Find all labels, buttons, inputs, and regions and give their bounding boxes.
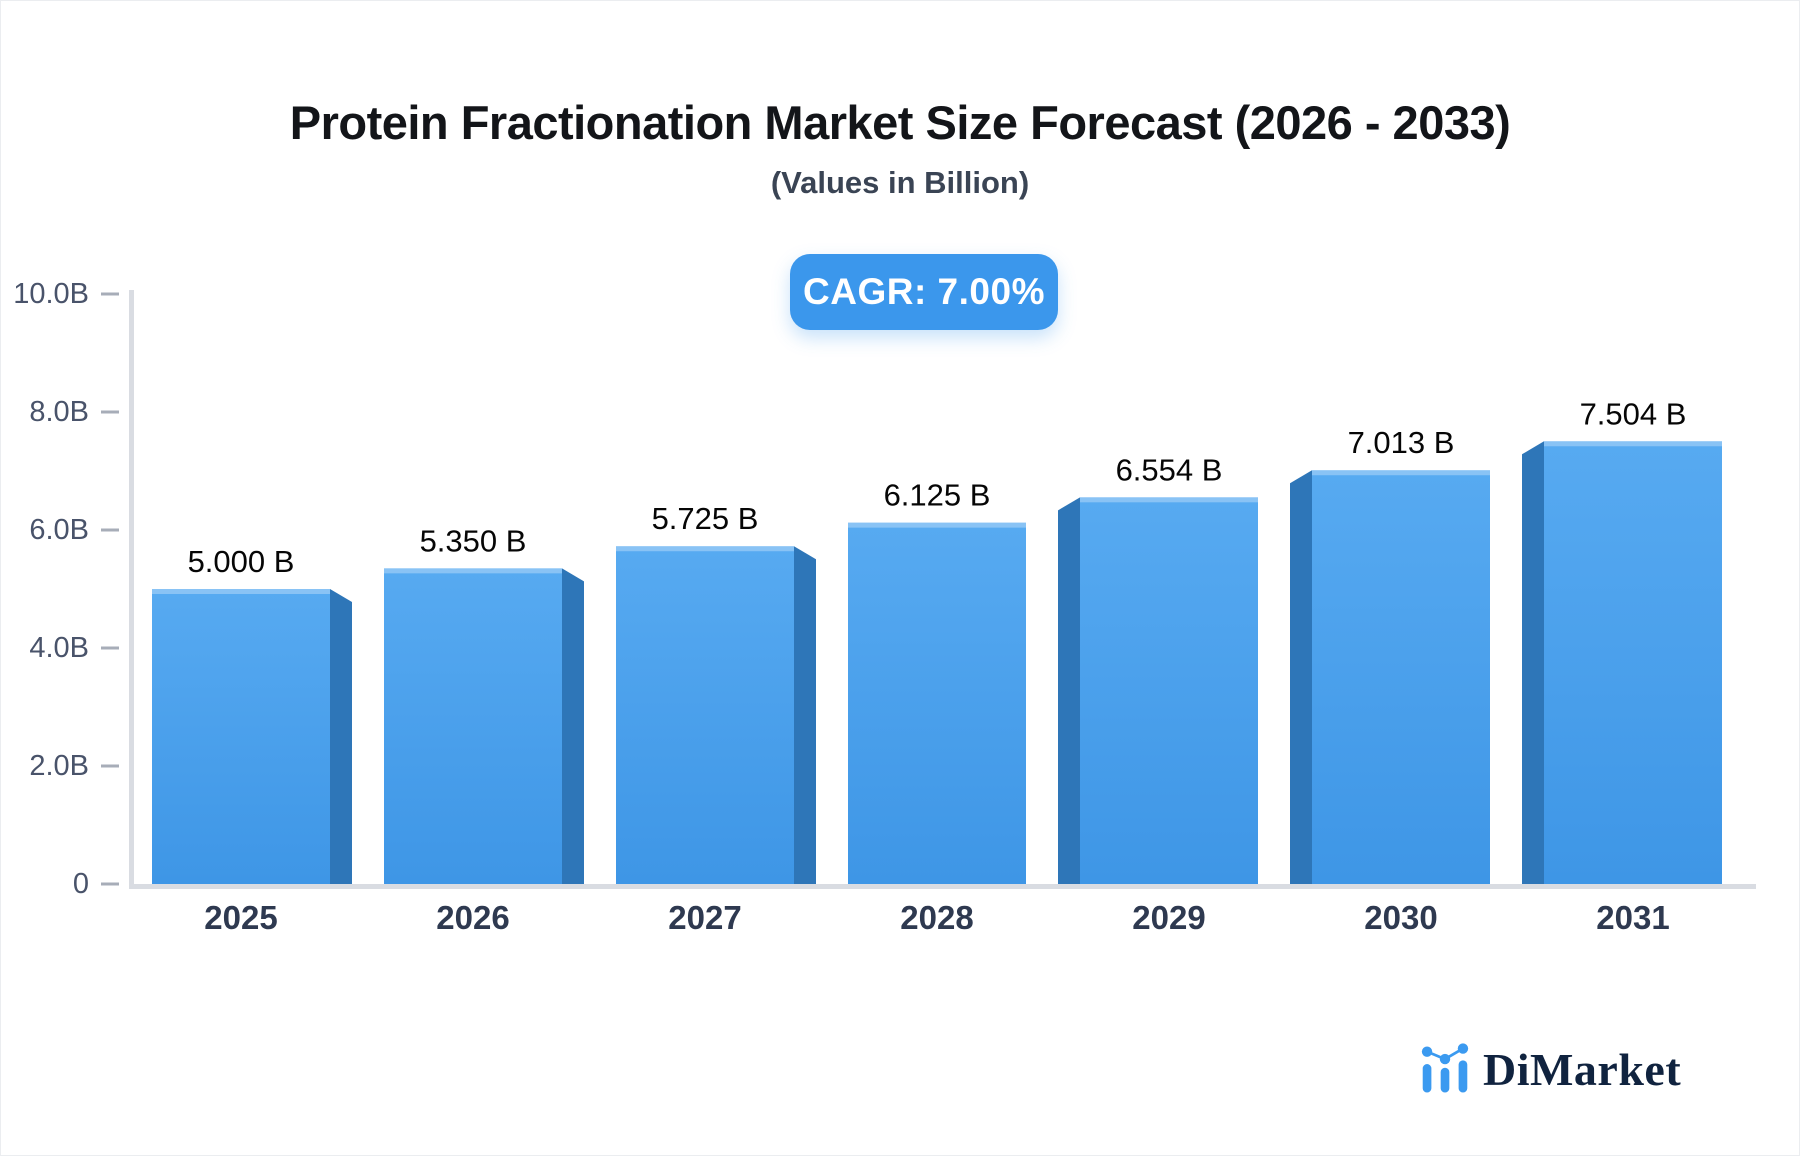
y-axis-tick-label: 10.0B: [13, 278, 89, 310]
y-axis-tick-label: 2.0B: [29, 750, 89, 782]
x-axis-label: 2026: [436, 899, 509, 936]
bar-top-highlight: [616, 546, 794, 552]
bar-side-face: [330, 589, 352, 884]
bar-face: [384, 568, 562, 884]
bar-chart: 10.0B 8.0B 6.0B 4.0B 2.0B 0 5.000 B 2025 5.350 B…: [13, 278, 1756, 936]
y-axis-tick: [101, 646, 119, 650]
bar-2028: 6.125 B 2028: [848, 478, 1026, 936]
bar-top-highlight: [1080, 497, 1258, 503]
chart-subtitle: (Values in Billion): [770, 165, 1030, 200]
x-axis-label: 2031: [1596, 899, 1669, 936]
bar-value-label: 5.725 B: [652, 501, 759, 536]
bar-value-label: 5.350 B: [420, 523, 527, 558]
y-axis-tick: [101, 528, 119, 532]
bar-top-highlight: [384, 568, 562, 574]
bar-top-highlight: [1544, 441, 1722, 447]
bar-2025: 5.000 B 2025: [152, 544, 352, 936]
bar-face: [616, 546, 794, 884]
chart-title: Protein Fractionation Market Size Foreca…: [289, 96, 1511, 149]
bar-side-face: [794, 546, 816, 884]
x-axis-label: 2030: [1364, 899, 1437, 936]
bar-2026: 5.350 B 2026: [384, 523, 584, 936]
bar-top-highlight: [848, 522, 1026, 528]
y-axis-tick-label: 4.0B: [29, 632, 89, 664]
y-axis-tick-label: 0: [73, 868, 89, 900]
bar-face: [848, 522, 1026, 884]
bar-2030: 7.013 B 2030: [1290, 425, 1490, 936]
x-axis-label: 2028: [900, 899, 973, 936]
x-axis-label: 2025: [204, 899, 277, 936]
bar-top-highlight: [152, 589, 330, 594]
bar-value-label: 7.013 B: [1348, 425, 1455, 460]
bar-side-face: [1290, 470, 1312, 884]
bar-2029: 6.554 B 2029: [1058, 452, 1258, 936]
y-axis-tick: [101, 410, 119, 414]
bar-face: [1080, 497, 1258, 884]
y-axis-tick: [101, 882, 119, 886]
cagr-badge-label: CAGR: 7.00%: [803, 271, 1045, 312]
x-axis-label: 2027: [668, 899, 741, 936]
bar-value-label: 6.554 B: [1116, 452, 1223, 487]
y-axis-tick: [101, 764, 119, 768]
bar-top-highlight: [1312, 470, 1490, 476]
brand-logo: DiMarket: [1419, 1033, 1681, 1105]
mini-bar-chart-icon: [1421, 1043, 1469, 1093]
bar-face: [152, 589, 330, 884]
bar-face: [1312, 470, 1490, 884]
bar-2027: 5.725 B 2027: [616, 501, 816, 936]
bar-value-label: 7.504 B: [1580, 396, 1687, 431]
bar-side-face: [562, 568, 584, 884]
bar-2031: 7.504 B 2031: [1522, 396, 1722, 936]
bar-value-label: 5.000 B: [188, 544, 295, 579]
y-axis-tick-label: 6.0B: [29, 514, 89, 546]
bar-side-face: [1522, 441, 1544, 884]
bar-face: [1544, 441, 1722, 884]
x-axis-line: [129, 884, 1756, 889]
bar-side-face: [1058, 497, 1080, 884]
x-axis-label: 2029: [1132, 899, 1205, 936]
bar-value-label: 6.125 B: [884, 478, 991, 513]
y-axis-line: [129, 290, 134, 889]
y-axis-tick-label: 8.0B: [29, 396, 89, 428]
y-axis-tick: [101, 292, 119, 296]
brand-name: DiMarket: [1483, 1043, 1682, 1095]
cagr-badge: CAGR: 7.00%: [790, 254, 1058, 330]
